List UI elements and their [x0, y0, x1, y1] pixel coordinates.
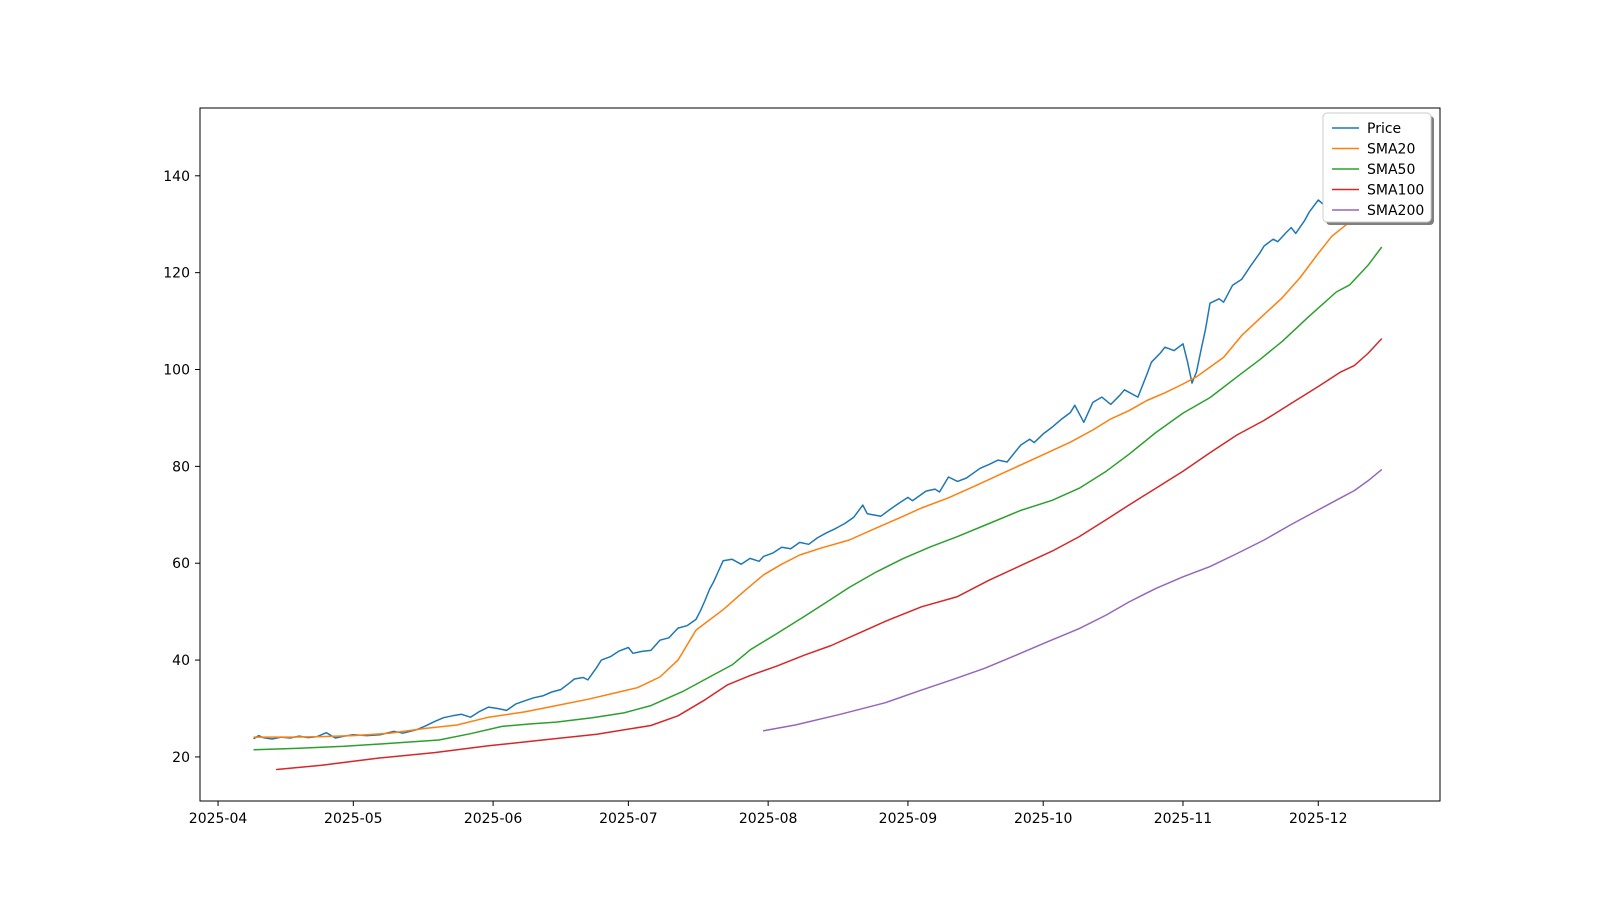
- y-axis-tick-label: 120: [163, 266, 190, 282]
- y-axis-tick-label: 60: [172, 556, 190, 572]
- legend-label-sma100: SMA100: [1367, 183, 1424, 199]
- y-axis-tick-label: 20: [172, 750, 190, 766]
- x-axis-tick-label: 2025-07: [599, 811, 658, 827]
- x-axis-tick-label: 2025-11: [1154, 811, 1213, 827]
- x-axis-tick-label: 2025-06: [464, 811, 523, 827]
- y-axis-tick-label: 40: [172, 653, 190, 669]
- series-line-sma200: [762, 469, 1383, 732]
- y-axis-tick-label: 80: [172, 459, 190, 475]
- x-axis-tick-label: 2025-05: [324, 811, 383, 827]
- y-axis-tick-label: 140: [163, 169, 190, 185]
- legend-label-sma20: SMA20: [1367, 142, 1415, 158]
- series-line-sma50: [253, 246, 1383, 751]
- y-axis-tick-label: 100: [163, 363, 190, 379]
- legend-label-price: Price: [1367, 121, 1401, 137]
- plot-area-spines: [199, 107, 1441, 802]
- x-axis-tick-label: 2025-04: [189, 811, 248, 827]
- x-axis-tick-label: 2025-09: [879, 811, 938, 827]
- x-axis-tick-label: 2025-10: [1014, 811, 1073, 827]
- series-line-price: [253, 140, 1383, 740]
- legend-box: [1322, 112, 1432, 223]
- legend-label-sma200: SMA200: [1367, 203, 1424, 219]
- legend-label-sma50: SMA50: [1367, 162, 1415, 178]
- x-axis-tick-label: 2025-12: [1289, 811, 1348, 827]
- x-axis-tick-label: 2025-08: [739, 811, 798, 827]
- series-line-sma100: [275, 338, 1383, 771]
- series-line-sma20: [253, 194, 1383, 738]
